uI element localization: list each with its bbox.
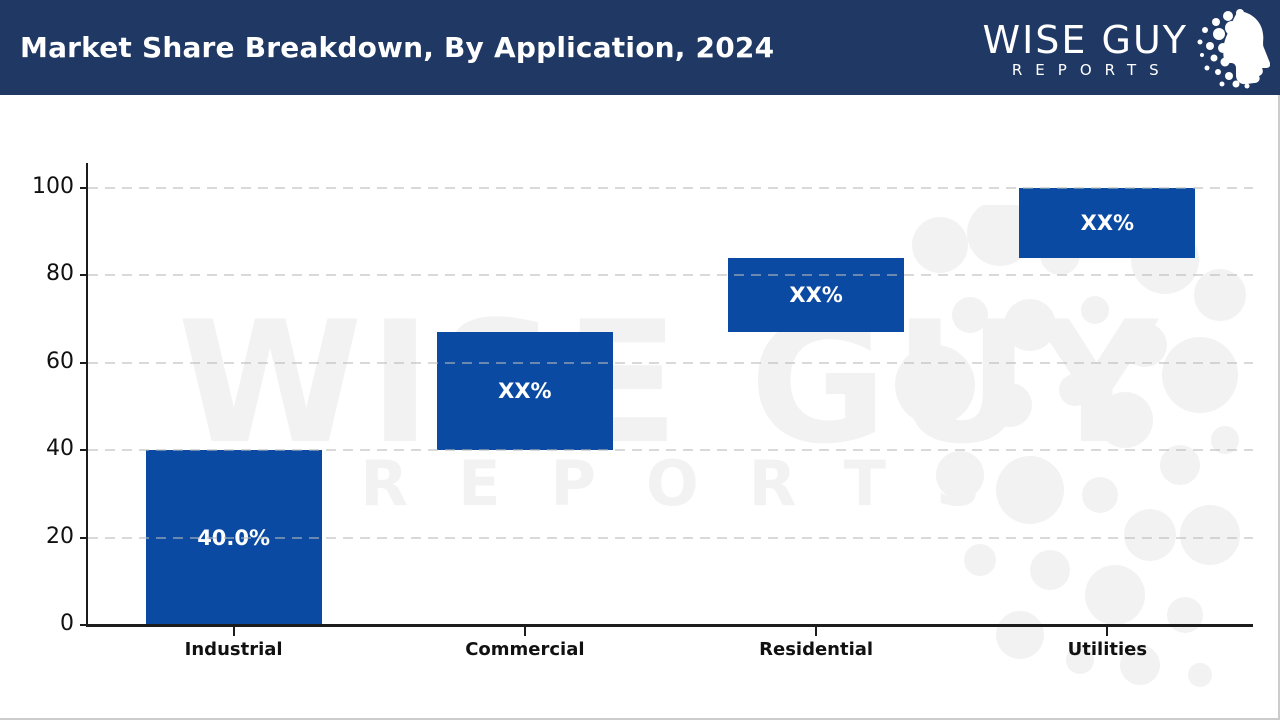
x-axis-tick-mark	[523, 627, 526, 636]
y-axis-tick-label: 20	[46, 523, 74, 549]
y-axis-tick-mark	[80, 361, 88, 364]
y-axis-tick-label: 60	[46, 348, 74, 374]
logo-head-icon	[1197, 9, 1270, 89]
x-axis-category-label: Commercial	[465, 639, 585, 660]
logo-wordmark: WISE GUY	[982, 18, 1188, 62]
bar-value-label: XX%	[1080, 210, 1135, 235]
chart-title: Market Share Breakdown, By Application, …	[20, 31, 775, 64]
x-axis-tick-mark	[232, 627, 235, 636]
gridline-20	[88, 536, 1253, 539]
y-axis-tick-label: 100	[32, 173, 74, 199]
x-axis-category-label: Residential	[759, 639, 874, 660]
y-axis-tick-label: 0	[60, 611, 74, 636]
bar-utilities: XX%	[1019, 187, 1196, 258]
x-axis-category-label: Industrial	[184, 639, 283, 660]
gridline-40	[88, 449, 1253, 451]
bar-commercial: XX%	[436, 331, 613, 450]
y-axis-tick-mark	[80, 536, 88, 539]
y-axis-tick-mark	[80, 186, 88, 189]
plot-area: WISE GUY REPORTS	[0, 95, 1278, 718]
x-axis-tick-mark	[1106, 627, 1109, 636]
y-axis-tick-label: 80	[46, 261, 74, 286]
plot-canvas: WISE GUY REPORTS	[0, 95, 1280, 720]
y-axis-line	[86, 163, 88, 627]
header: Market Share Breakdown, By Application, …	[0, 0, 1280, 95]
x-axis-category-label: Utilities	[1067, 639, 1148, 660]
y-axis-tick-mark	[80, 624, 88, 626]
logo-subtitle: REPORTS	[1011, 61, 1172, 79]
x-axis-line	[86, 624, 1253, 627]
y-axis-tick-mark	[80, 274, 88, 276]
logo-text: WISE GUY REPORTS	[983, 19, 1188, 79]
bar-residential: XX%	[728, 257, 905, 332]
wiseguy-logo: WISE GUY REPORTS	[983, 8, 1270, 90]
gridline-60	[88, 361, 1253, 364]
bar-value-label: XX%	[498, 378, 552, 403]
y-axis-tick-mark	[80, 449, 88, 451]
gridline-100	[88, 186, 1253, 189]
bar-value-label: XX%	[789, 282, 843, 307]
x-axis-tick-mark	[815, 627, 818, 636]
gridline-80	[88, 274, 1253, 276]
y-axis-tick-label: 40	[46, 436, 74, 461]
